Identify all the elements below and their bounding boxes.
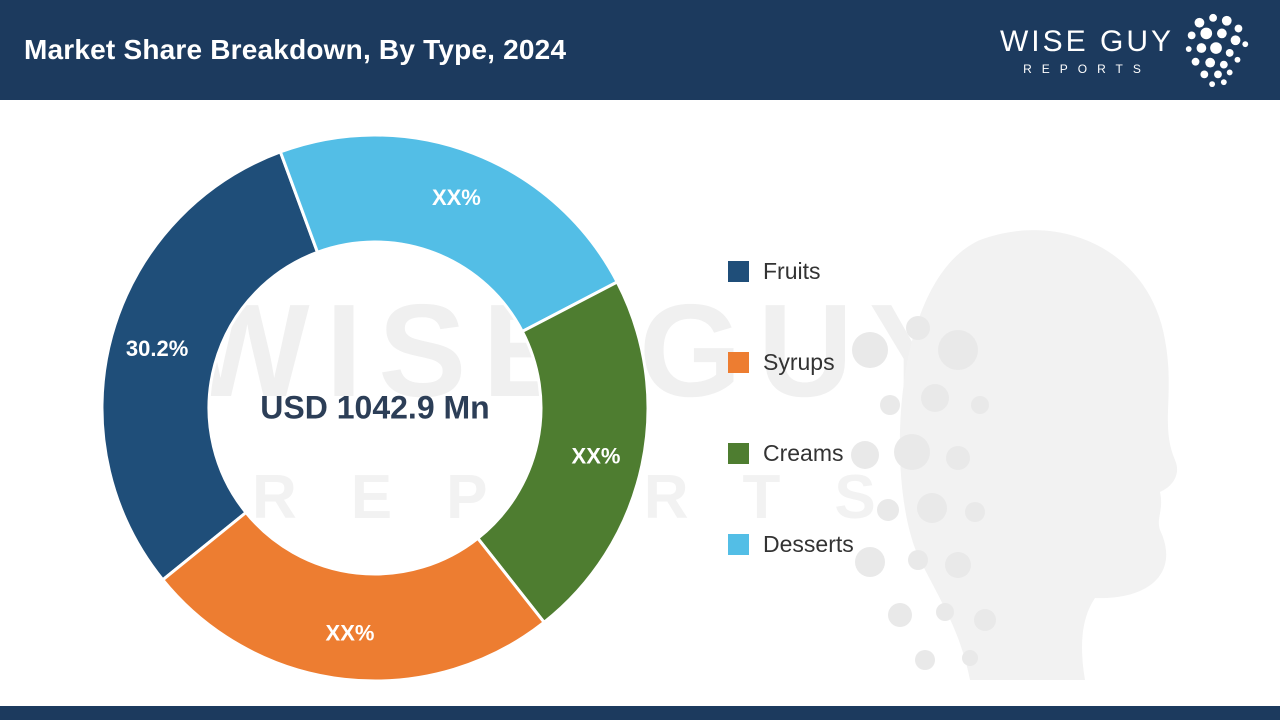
- head-dots-watermark: [851, 230, 1178, 681]
- donut-center-label: USD 1042.9 Mn: [260, 389, 490, 426]
- donut-slice-desserts: [278, 133, 619, 333]
- legend-swatch-creams: [728, 443, 749, 464]
- slice-label-fruits: 30.2%: [126, 336, 188, 361]
- wiseguy-logo: WISE GUY REPORTS: [1000, 8, 1256, 92]
- legend-item-creams: Creams: [728, 440, 854, 467]
- legend-label-creams: Creams: [763, 440, 844, 466]
- donut-slice-fruits: [100, 150, 319, 582]
- slice-label-creams: XX%: [572, 444, 621, 469]
- footer-bar: [0, 706, 1280, 720]
- legend-swatch-syrups: [728, 352, 749, 373]
- logo-wordmark: WISE GUY: [999, 24, 1174, 58]
- page-title: Market Share Breakdown, By Type, 2024: [24, 34, 567, 65]
- donut-slice-creams: [476, 280, 650, 624]
- donut-slice-syrups: [161, 511, 546, 683]
- logo-text: WISE GUY REPORTS: [1000, 25, 1174, 76]
- slice-label-desserts: XX%: [432, 185, 481, 210]
- chart-legend: Fruits Syrups Creams Desserts: [728, 258, 854, 558]
- legend-item-desserts: Desserts: [728, 531, 854, 558]
- legend-label-desserts: Desserts: [763, 531, 854, 557]
- donut-chart: 30.2% XX% XX% XX%: [100, 133, 650, 683]
- page-header: Market Share Breakdown, By Type, 2024 WI…: [0, 0, 1280, 100]
- slice-label-syrups: XX%: [326, 621, 375, 646]
- legend-swatch-fruits: [728, 261, 749, 282]
- logo-head-icon: [1185, 13, 1249, 88]
- logo-subtitle: REPORTS: [1023, 61, 1151, 76]
- legend-item-syrups: Syrups: [728, 349, 854, 376]
- legend-swatch-desserts: [728, 534, 749, 555]
- legend-label-fruits: Fruits: [763, 258, 821, 284]
- legend-item-fruits: Fruits: [728, 258, 854, 285]
- chart-area: WISE GUY REPORTS 30.2%XX%XX%XX% USD 1042…: [0, 100, 1280, 708]
- legend-label-syrups: Syrups: [763, 349, 835, 375]
